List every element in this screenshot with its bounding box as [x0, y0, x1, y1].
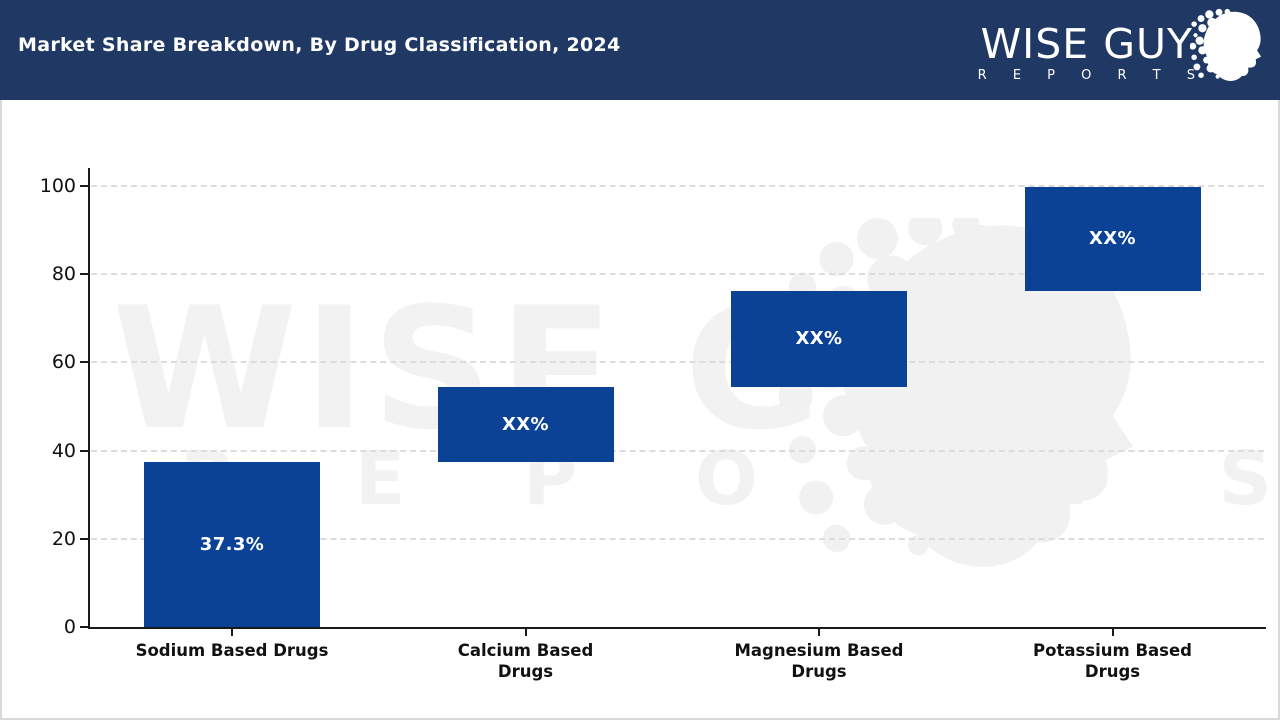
y-tick	[80, 361, 88, 364]
x-tick	[231, 629, 233, 636]
logo-head-icon	[1190, 8, 1262, 81]
bar-calcium: XX%	[437, 386, 614, 463]
bar-value-label: XX%	[502, 414, 549, 436]
category-label-potassium: Potassium Based Drugs	[1033, 641, 1192, 682]
y-axis-tick-label: 40	[51, 439, 76, 462]
gridline-100	[91, 184, 1264, 187]
page-header: Market Share Breakdown, By Drug Classifi…	[0, 0, 1280, 100]
gridline-60	[91, 361, 1264, 364]
bar-value-label: 37.3%	[199, 534, 265, 556]
gridline-20	[91, 537, 1264, 540]
y-tick	[80, 537, 88, 540]
x-axis	[88, 627, 1266, 629]
category-label-calcium: Calcium Based Drugs	[457, 641, 594, 682]
y-axis-tick-label: 60	[51, 351, 76, 374]
gridline-40	[91, 449, 1264, 452]
bar-value-label: XX%	[795, 328, 843, 350]
logo-text: WISE GUY R E P O R T S	[968, 20, 1206, 83]
y-axis-tick-label: 80	[51, 263, 76, 285]
logo-wordmark: WISE GUY	[980, 20, 1194, 69]
y-axis-tick-label: 20	[51, 527, 76, 550]
x-tick	[524, 629, 527, 636]
bar-value-label: XX%	[1089, 228, 1136, 250]
category-label-magnesium: Magnesium Based Drugs	[734, 641, 904, 682]
y-axis	[88, 168, 90, 629]
category-label-sodium: Sodium Based Drugs	[135, 641, 329, 660]
y-axis-tick-label: 0	[63, 616, 76, 638]
bar-sodium: 37.3%	[144, 462, 320, 627]
x-tick	[1111, 629, 1114, 636]
chart-area: WISE GUY R E P O R T S 0 20 40 60 80 100 37.3%…	[0, 100, 1280, 720]
page-title: Market Share Breakdown, By Drug Classifi…	[18, 34, 621, 56]
bar-potassium: XX%	[1024, 187, 1201, 291]
logo-subtitle: R E P O R T S	[977, 67, 1206, 83]
y-axis-tick-label: 100	[39, 174, 76, 197]
wiseguy-logo: WISE GUY R E P O R T S	[968, 8, 1266, 94]
y-tick	[80, 273, 88, 275]
y-tick	[80, 626, 88, 628]
plot-region: 0 20 40 60 80 100 37.3% Sodium Based Drugs XX% Ca…	[2, 100, 1278, 718]
y-tick	[80, 184, 88, 187]
y-tick	[80, 449, 88, 452]
bar-magnesium: XX%	[731, 290, 907, 387]
gridline-80	[91, 273, 1264, 275]
x-tick	[818, 629, 820, 636]
